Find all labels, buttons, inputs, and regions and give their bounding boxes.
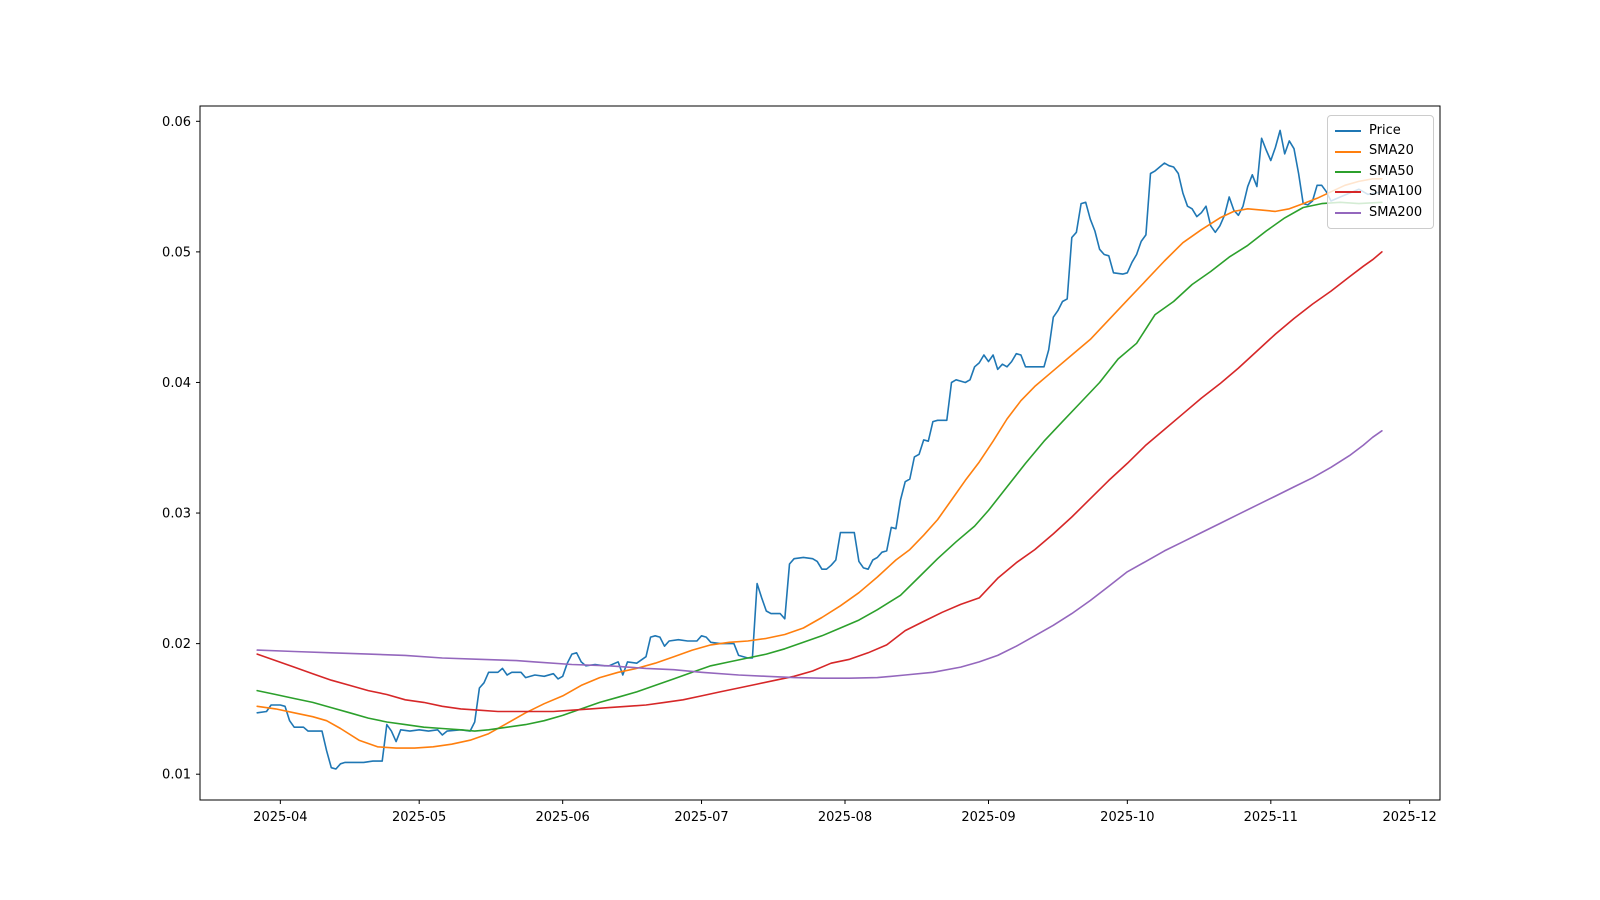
series-line-sma100 [256, 251, 1383, 713]
legend-item-label: SMA50 [1369, 163, 1414, 179]
x-tick-label-2025-07: 2025-07 [674, 810, 728, 825]
x-tick-label-2025-11: 2025-11 [1244, 810, 1298, 825]
x-tick-label-2025-08: 2025-08 [818, 810, 872, 825]
legend-item-label: SMA100 [1369, 184, 1423, 200]
x-tick-label-2025-12: 2025-12 [1383, 810, 1437, 825]
y-tick-label-0.06: 0.06 [162, 115, 191, 130]
legend-item-sma200: SMA200 [1335, 203, 1426, 223]
legend-item-sma100: SMA100 [1335, 182, 1426, 202]
legend-item-sma50: SMA50 [1335, 162, 1426, 182]
x-tick-label-2025-04: 2025-04 [253, 810, 307, 825]
legend-item-label: SMA200 [1369, 204, 1423, 220]
legend-item-sma20: SMA20 [1335, 141, 1426, 161]
legend-line-sample-sma200 [1335, 211, 1361, 214]
y-tick-label-0.02: 0.02 [162, 637, 191, 652]
y-tick-label-0.01: 0.01 [162, 768, 191, 783]
series-line-price [256, 129, 1383, 770]
legend-line-sample-price [1335, 130, 1361, 133]
x-tick-label-2025-06: 2025-06 [536, 810, 590, 825]
legend-line-sample-sma20 [1335, 150, 1361, 153]
series-line-sma50 [256, 201, 1383, 732]
axes-frame [199, 105, 1441, 801]
legend-line-sample-sma50 [1335, 170, 1361, 173]
series-line-sma200 [256, 429, 1383, 680]
series-line-sma20 [256, 178, 1383, 749]
legend-item-label: SMA20 [1369, 143, 1414, 159]
chart-legend: Price SMA20 SMA50 SMA100 SMA200 [1327, 115, 1434, 229]
x-tick-label-2025-05: 2025-05 [392, 810, 446, 825]
x-tick-label-2025-09: 2025-09 [961, 810, 1015, 825]
y-tick-label-0.05: 0.05 [162, 245, 191, 260]
y-tick-label-0.03: 0.03 [162, 507, 191, 522]
y-tick-label-0.04: 0.04 [162, 376, 191, 391]
legend-line-sample-sma100 [1335, 191, 1361, 194]
legend-item-label: Price [1369, 123, 1401, 138]
legend-item-price: Price [1335, 121, 1426, 141]
x-tick-label-2025-10: 2025-10 [1100, 810, 1154, 825]
